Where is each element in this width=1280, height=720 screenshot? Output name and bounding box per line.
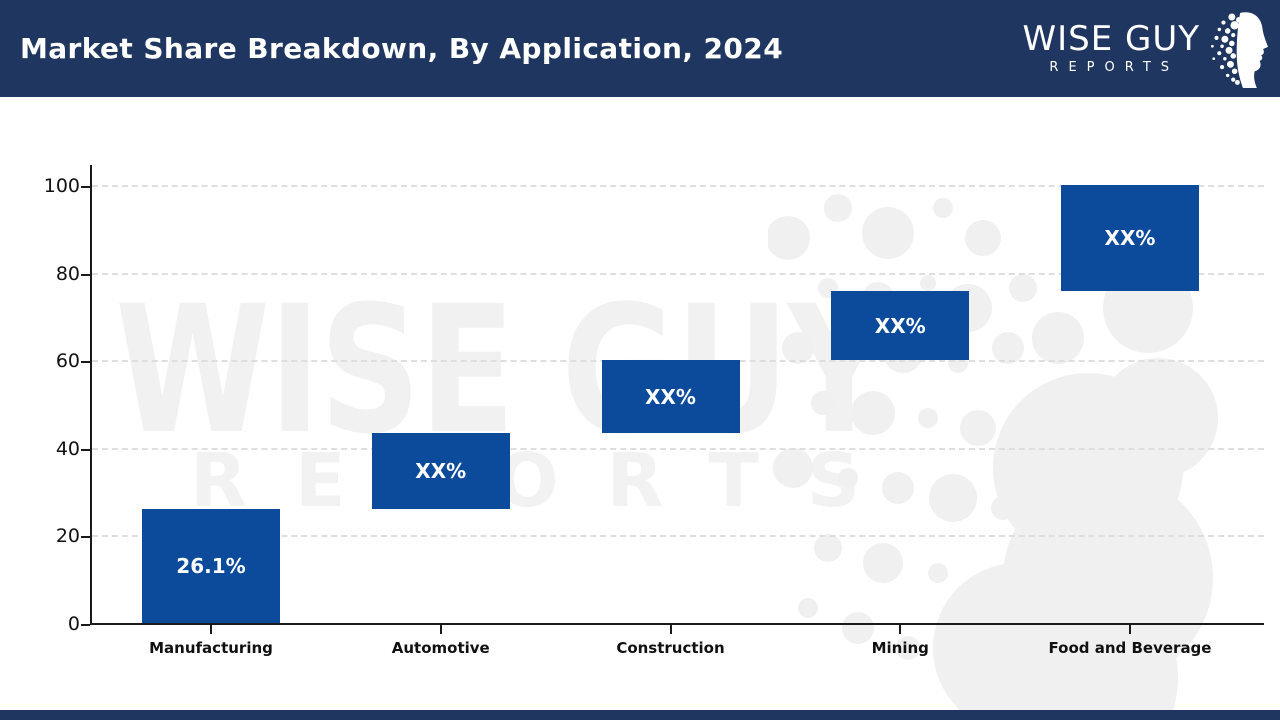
x-axis-tick-manufacturing — [210, 625, 212, 634]
y-axis-tick-80 — [81, 273, 90, 276]
logo-wordmark: WISE GUY REPORTS — [1022, 22, 1200, 75]
x-tick-label-food-and-beverage: Food and Beverage — [1048, 639, 1212, 657]
y-axis-tick-0 — [81, 624, 90, 626]
bar-value-label-food-and-beverage: XX% — [1104, 226, 1156, 250]
y-tick-label-40: 40 — [55, 437, 80, 460]
logo-wordmark-line2: REPORTS — [1049, 60, 1180, 75]
watermark-text-line2: REPORTS — [190, 438, 909, 524]
x-tick-label-mining: Mining — [871, 639, 929, 657]
wiseguy-logo: WISE GUY REPORTS — [1022, 8, 1268, 90]
footer-bar — [0, 710, 1280, 720]
bar-value-label-mining: XX% — [874, 313, 926, 338]
logo-face-icon — [1210, 11, 1268, 88]
gridline-40 — [92, 447, 1264, 450]
bar-value-label-automotive: XX% — [415, 459, 467, 484]
logo-wordmark-line1: WISE GUY — [1022, 19, 1200, 59]
x-tick-label-construction: Construction — [616, 639, 725, 657]
bar-manufacturing: 26.1% — [142, 508, 280, 623]
y-axis-tick-60 — [81, 361, 90, 364]
y-axis-tick-20 — [81, 536, 90, 539]
y-axis-tick-40 — [81, 448, 90, 451]
bar-construction: XX% — [601, 360, 740, 434]
y-axis-tick-100 — [81, 186, 90, 188]
x-axis-tick-automotive — [439, 625, 442, 634]
bar-value-label-construction: XX% — [645, 384, 696, 409]
bar-automotive: XX% — [371, 433, 510, 509]
x-tick-label-automotive: Automotive — [391, 639, 490, 657]
x-axis-tick-mining — [899, 625, 902, 634]
y-tick-label-60: 60 — [55, 350, 80, 373]
gridline-80 — [92, 272, 1264, 275]
y-tick-label-80: 80 — [55, 262, 80, 285]
chart-title: Market Share Breakdown, By Application, … — [20, 32, 784, 65]
y-tick-label-20: 20 — [55, 525, 80, 548]
x-tick-label-manufacturing: Manufacturing — [149, 639, 273, 657]
x-axis-tick-food-and-beverage — [1129, 625, 1131, 634]
gridline-100 — [92, 185, 1264, 187]
bar-value-label-manufacturing: 26.1% — [176, 553, 246, 578]
header-bar: Market Share Breakdown, By Application, … — [0, 0, 1280, 97]
x-axis-tick-construction — [669, 625, 672, 634]
y-tick-label-100: 100 — [43, 175, 80, 197]
gridline-20 — [92, 535, 1264, 538]
bar-mining: XX% — [831, 291, 970, 361]
bar-food-and-beverage: XX% — [1061, 185, 1199, 291]
plot-area: 26.1% XX% XX% XX% XX% — [90, 165, 1264, 625]
y-tick-label-0: 0 — [67, 613, 80, 635]
